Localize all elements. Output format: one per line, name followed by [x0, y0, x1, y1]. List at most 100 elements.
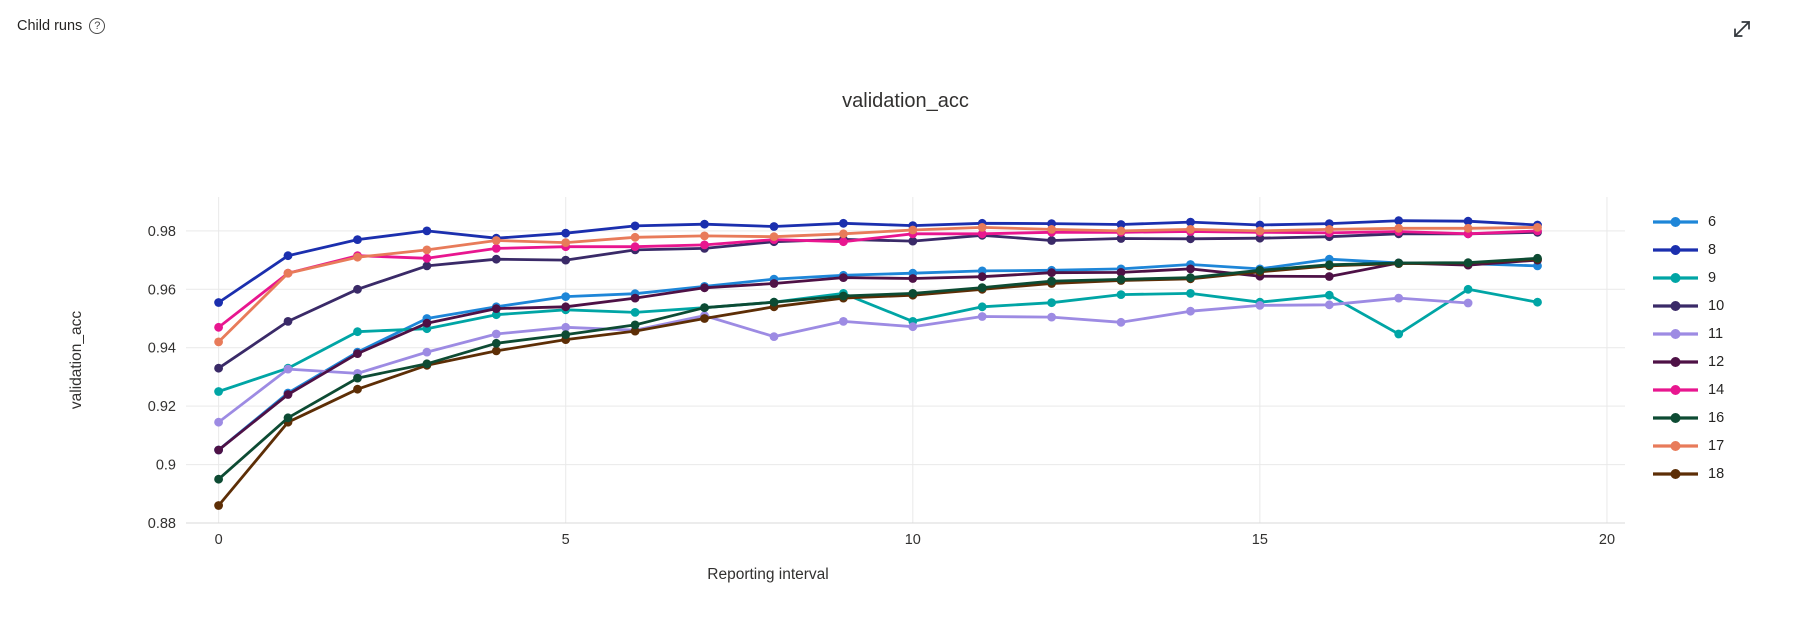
series-11-point-9: [839, 317, 848, 326]
legend-label-14: 14: [1708, 382, 1725, 398]
series-11-point-4: [491, 329, 501, 339]
series-line-11: [217, 296, 1469, 424]
x-tick-label-0: 0: [215, 532, 223, 548]
legend-item-6[interactable]: 6: [1652, 208, 1724, 236]
series-8-point-18: [1463, 216, 1473, 226]
series-11-point-13: [1116, 317, 1126, 327]
series-8-point-3: [422, 226, 432, 236]
series-10-point-0: [214, 363, 224, 373]
series-8-point-5: [561, 228, 571, 238]
series-8-point-13: [1116, 220, 1126, 229]
series-8-point-6: [630, 221, 640, 231]
series-17-point-15: [1255, 226, 1265, 236]
series-17-point-14: [1186, 225, 1195, 234]
series-9-point-11: [977, 302, 987, 312]
series-17-point-9: [839, 229, 848, 239]
legend-label-18: 18: [1708, 466, 1725, 482]
series-line-14: [217, 229, 1538, 329]
y-tick-label-0.88: 0.88: [148, 516, 176, 532]
series-9-point-18: [1463, 284, 1473, 294]
legend-label-12: 12: [1708, 354, 1725, 370]
series-9-point-6: [630, 308, 640, 317]
series-14-point-6: [630, 242, 640, 252]
series-8-point-14: [1186, 217, 1195, 227]
series-9-point-4: [491, 310, 501, 320]
legend-swatch-14: [1653, 385, 1698, 395]
series-17-point-5: [561, 238, 571, 248]
series-14-point-0: [214, 322, 224, 332]
x-tick-label-15: 15: [1252, 532, 1268, 548]
series-11-point-10: [908, 322, 918, 332]
series-17-point-6: [630, 232, 640, 242]
legend-swatch-18: [1653, 469, 1698, 479]
series-10-point-2: [353, 284, 362, 294]
legend-label-6: 6: [1708, 214, 1717, 230]
series-16-point-1: [283, 413, 293, 423]
series-18-point-4: [491, 346, 501, 356]
series-18-point-6: [630, 326, 640, 336]
series-11-point-14: [1186, 306, 1195, 316]
series-8-point-9: [839, 218, 848, 228]
legend-item-18[interactable]: 18: [1652, 460, 1724, 488]
series-12-point-16: [1324, 272, 1334, 281]
legend-item-8[interactable]: 8: [1652, 236, 1724, 264]
help-icon[interactable]: ?: [89, 18, 106, 34]
series-12-point-12: [1047, 268, 1056, 278]
series-11-point-3: [422, 347, 432, 357]
y-tick-label-0.9: 0.9: [156, 458, 176, 474]
series-16-point-14: [1186, 273, 1195, 282]
series-14-point-11: [977, 229, 987, 239]
series-8-point-17: [1394, 216, 1404, 226]
series-10-point-1: [283, 317, 293, 326]
series-16-point-12: [1047, 276, 1056, 286]
legend-label-8: 8: [1708, 242, 1717, 258]
series-12-point-14: [1186, 264, 1195, 274]
series-10-point-14: [1186, 234, 1195, 244]
series-17-point-16: [1324, 225, 1334, 234]
panel-title: Child runs: [17, 18, 83, 34]
series-17-point-10: [908, 225, 918, 235]
series-10-point-3: [422, 261, 432, 271]
series-17-point-2: [353, 252, 362, 262]
series-9-point-16: [1324, 290, 1334, 300]
series-16-point-17: [1394, 258, 1404, 268]
legend-item-12[interactable]: 12: [1652, 348, 1724, 376]
panel-header: Child runs ?: [17, 18, 106, 34]
expand-icon[interactable]: [1729, 16, 1755, 42]
series-12-point-10: [908, 274, 918, 283]
legend-label-16: 16: [1708, 410, 1725, 426]
legend-item-11[interactable]: 11: [1652, 320, 1724, 348]
legend-item-14[interactable]: 14: [1652, 376, 1724, 404]
series-14-point-9: [839, 237, 848, 247]
series-16-point-19: [1533, 253, 1542, 263]
series-12-point-4: [491, 304, 501, 313]
series-16-point-2: [353, 373, 362, 383]
legend-item-10[interactable]: 10: [1652, 292, 1724, 320]
series-line-8: [217, 219, 1538, 304]
series-8-point-0: [214, 298, 224, 307]
y-tick-label-0.98: 0.98: [148, 224, 176, 240]
series-line-17: [217, 226, 1538, 343]
series-line-6: [217, 257, 1538, 452]
legend-item-16[interactable]: 16: [1652, 404, 1724, 432]
legend-swatch-9: [1653, 273, 1698, 283]
y-tick-label-0.94: 0.94: [148, 341, 176, 357]
series-12-point-5: [561, 302, 571, 312]
series-9-point-19: [1533, 297, 1542, 307]
series-16-point-6: [630, 320, 640, 330]
series-16-point-11: [977, 283, 987, 292]
legend-swatch-16: [1653, 413, 1698, 423]
series-line-18: [217, 257, 1538, 507]
series-12-point-2: [353, 349, 362, 358]
series-8-point-8: [769, 222, 779, 231]
series-14-point-4: [491, 244, 501, 253]
legend-item-9[interactable]: 9: [1652, 264, 1724, 292]
legend-swatch-8: [1653, 245, 1698, 255]
series-11-point-18: [1463, 298, 1473, 308]
legend-item-17[interactable]: 17: [1652, 432, 1724, 460]
series-10-point-13: [1116, 234, 1126, 243]
chart-legend: 6 8 9 10 11 12 14 16 17 18: [1652, 208, 1724, 488]
series-11-point-16: [1324, 300, 1334, 310]
series-12-point-9: [839, 273, 848, 282]
